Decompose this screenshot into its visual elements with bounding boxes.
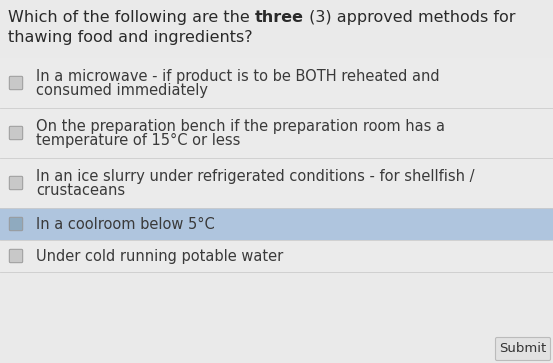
Text: consumed immediately: consumed immediately [36,83,208,98]
Text: Which of the following are the: Which of the following are the [8,10,255,25]
FancyBboxPatch shape [9,76,23,90]
Text: Under cold running potable water: Under cold running potable water [36,249,283,264]
FancyBboxPatch shape [495,338,550,360]
Bar [0,158,553,208]
Text: three: three [255,10,304,25]
Bar [0,58,553,108]
Bar [0,208,553,240]
Text: (3) approved methods for: (3) approved methods for [304,10,515,25]
Text: temperature of 15°C or less: temperature of 15°C or less [36,133,241,148]
Text: In a microwave - if product is to be BOTH reheated and: In a microwave - if product is to be BOT… [36,69,440,84]
Bar [0,108,553,158]
Text: In a coolroom below 5°C: In a coolroom below 5°C [36,217,215,232]
FancyBboxPatch shape [9,249,23,263]
Bar [0,240,553,272]
Text: In an ice slurry under refrigerated conditions - for shellfish /: In an ice slurry under refrigerated cond… [36,169,474,184]
Text: On the preparation bench if the preparation room has a: On the preparation bench if the preparat… [36,119,445,134]
Text: Submit: Submit [499,343,546,355]
FancyBboxPatch shape [9,217,23,231]
FancyBboxPatch shape [9,176,23,190]
FancyBboxPatch shape [9,126,23,140]
Text: crustaceans: crustaceans [36,183,125,198]
Text: thawing food and ingredients?: thawing food and ingredients? [8,30,253,45]
